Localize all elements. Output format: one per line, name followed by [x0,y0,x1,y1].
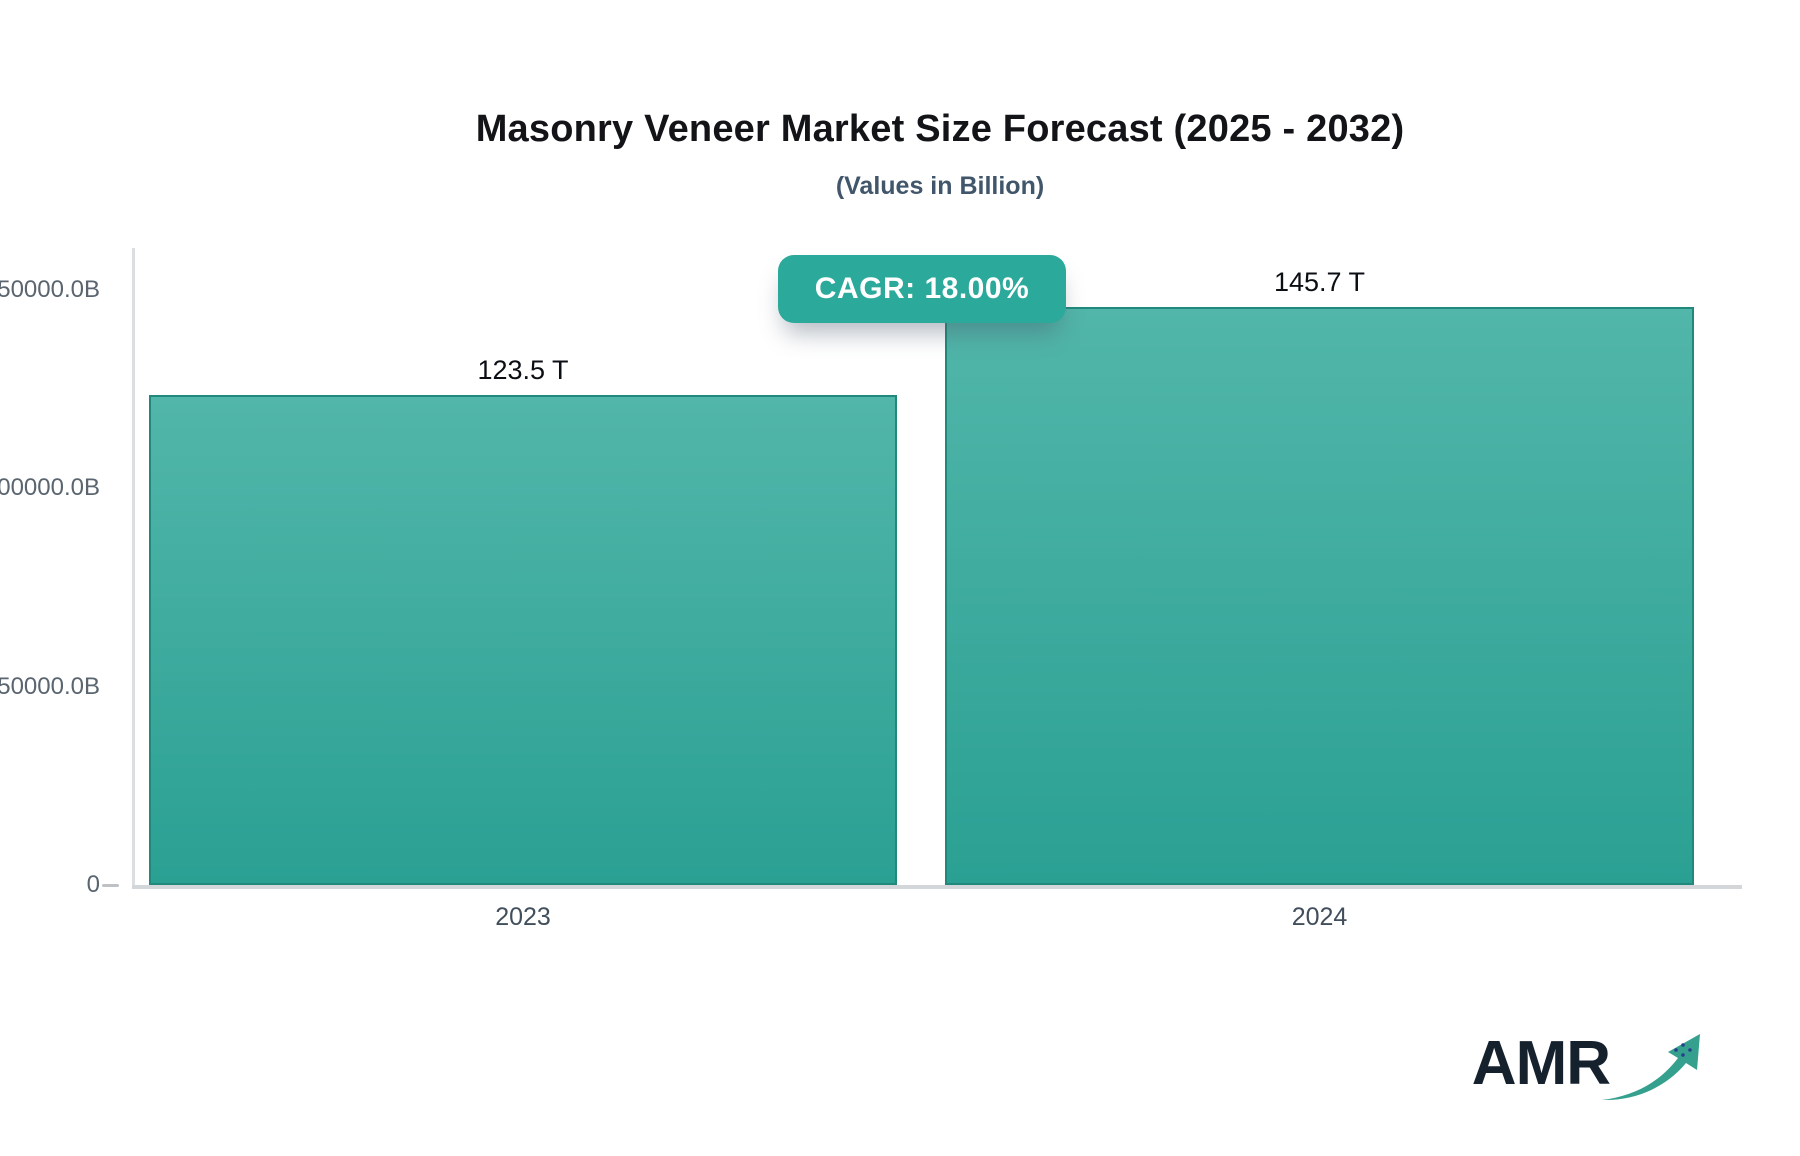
bar-group-2024: 145.7 T [945,267,1694,885]
x-axis-line [132,885,1742,889]
zero-tick-mark [102,884,119,887]
y-axis-tick-label: 100000.0B [0,474,100,501]
bar-value-label-2023: 123.5 T [477,355,569,385]
cagr-badge: CAGR: 18.00% [778,255,1066,323]
cagr-badge-label: CAGR: 18.00% [814,272,1030,305]
bar-2024[interactable] [945,307,1694,885]
y-axis-line [132,248,135,889]
bar-value-label-2024: 145.7 T [1273,267,1366,297]
x-axis-label-2024: 2024 [1291,903,1348,931]
growth-arrow-icon [1602,1034,1700,1101]
amr-logo-text: AMR [1471,1028,1611,1098]
bar-group-2023: 123.5 T [149,355,897,885]
chart-subtitle: (Values in Billion) [835,172,1045,200]
bar-2023[interactable] [149,395,897,885]
amr-logo: AMR [1472,1020,1700,1106]
x-axis-label-2023: 2023 [495,903,551,931]
chart-title: Masonry Veneer Market Size Forecast (202… [475,108,1405,150]
y-axis-tick-label: 50000.0B [0,673,100,700]
y-axis-tick-label: 0 [86,871,100,898]
y-axis-tick-label: 150000.0B [0,276,100,303]
